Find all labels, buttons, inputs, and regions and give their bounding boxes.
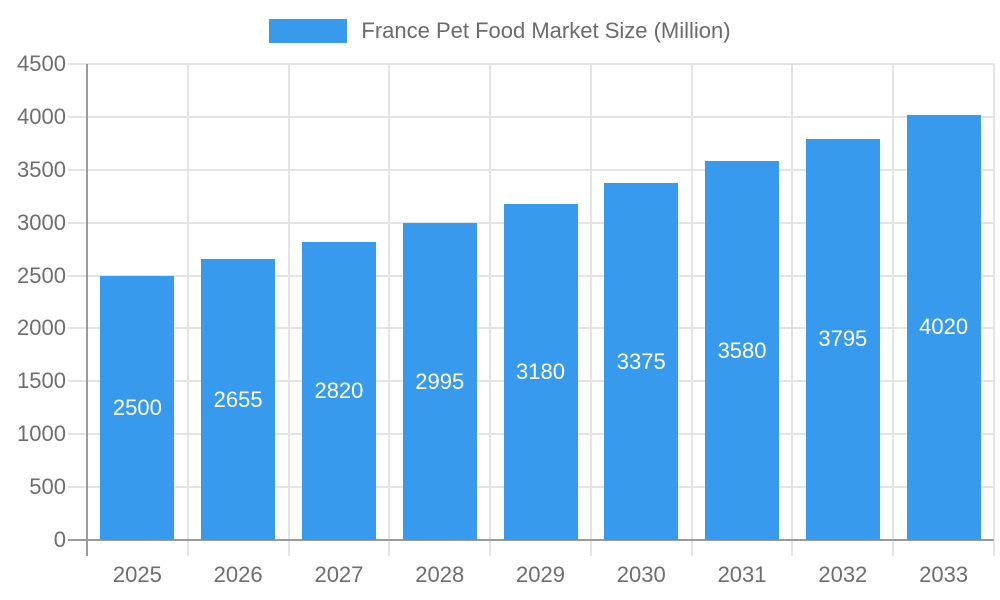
x-tick-label: 2027 xyxy=(314,562,364,587)
bar xyxy=(805,138,880,540)
x-tick-label: 2031 xyxy=(717,562,767,587)
bar-value-label: 2995 xyxy=(415,368,465,394)
bar xyxy=(301,241,376,540)
legend[interactable]: France Pet Food Market Size (Million) xyxy=(0,18,1000,44)
x-gridline xyxy=(186,64,189,556)
y-tick-label: 2500 xyxy=(17,262,66,288)
y-axis-line xyxy=(86,64,88,556)
x-tick-label: 2025 xyxy=(112,562,162,587)
x-tick-label: 2028 xyxy=(415,562,465,587)
y-tick-label: 3000 xyxy=(17,209,66,235)
bar xyxy=(906,114,981,540)
x-tick-label: 2032 xyxy=(818,562,868,587)
bar-value-label: 4020 xyxy=(919,314,969,340)
x-tick-label: 2026 xyxy=(213,562,263,587)
x-gridline xyxy=(589,64,592,556)
x-gridline xyxy=(993,64,995,556)
bar xyxy=(402,223,477,540)
y-tick-label: 4000 xyxy=(17,103,66,129)
x-gridline xyxy=(287,64,290,556)
y-tick-label: 2000 xyxy=(17,315,66,341)
bar-value-label: 3375 xyxy=(616,348,666,374)
bar-value-label: 3795 xyxy=(818,326,868,352)
bar xyxy=(604,183,679,540)
y-tick-label: 1000 xyxy=(17,421,66,447)
y-tick-label: 1500 xyxy=(17,368,66,394)
x-gridline xyxy=(892,64,895,556)
bar-value-label: 3180 xyxy=(516,358,565,384)
bar xyxy=(503,203,578,540)
y-tick-label: 3500 xyxy=(17,156,66,182)
x-tick-label: 2030 xyxy=(616,562,666,587)
x-gridline xyxy=(388,64,391,556)
y-gridline xyxy=(68,63,994,65)
x-axis-line xyxy=(68,539,994,541)
y-tick-label: 0 xyxy=(53,527,66,552)
y-tick-label: 500 xyxy=(29,474,66,500)
x-tick-label: 2029 xyxy=(516,562,565,587)
x-gridline xyxy=(489,64,492,556)
bar xyxy=(201,259,276,540)
x-gridline xyxy=(690,64,693,556)
bar-value-label: 2655 xyxy=(213,386,263,412)
legend-swatch xyxy=(269,19,348,43)
y-tick-label: 4500 xyxy=(17,51,66,76)
bar xyxy=(705,161,780,540)
legend-series-label: France Pet Food Market Size (Million) xyxy=(361,18,731,43)
bar-value-label: 2820 xyxy=(314,377,364,403)
x-gridline xyxy=(791,64,794,556)
bar-value-label: 2500 xyxy=(112,394,162,420)
bar xyxy=(100,275,175,540)
bar-value-label: 3580 xyxy=(717,337,767,363)
x-tick-label: 2033 xyxy=(919,562,969,587)
y-gridline xyxy=(68,115,994,118)
y-gridline xyxy=(68,168,994,171)
